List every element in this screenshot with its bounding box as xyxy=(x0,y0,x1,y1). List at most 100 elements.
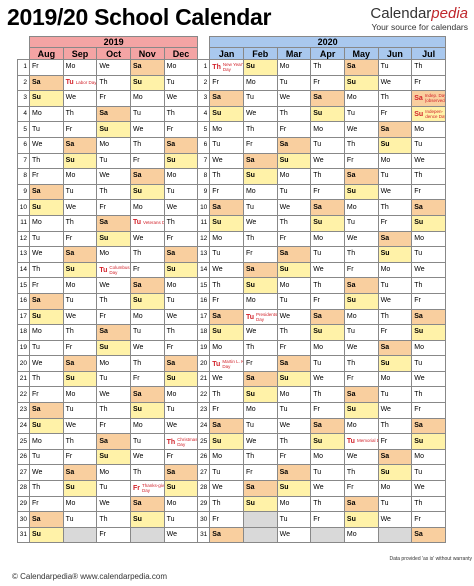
day-cell-feb-24[interactable]: Tu xyxy=(242,417,278,435)
day-cell-jan-4[interactable]: Su xyxy=(209,105,244,123)
day-cell-mar-23[interactable]: Tu xyxy=(276,402,312,419)
day-cell-sep-23[interactable]: Tu xyxy=(62,402,98,419)
day-cell-mar-9[interactable]: Tu xyxy=(276,183,312,201)
day-cell-jul-4[interactable]: Su Indepen-dence Day xyxy=(411,105,446,123)
day-cell-may-16[interactable]: Su xyxy=(343,292,379,310)
day-cell-nov-22[interactable]: Sa xyxy=(129,386,165,404)
day-cell-jun-10[interactable]: Th xyxy=(377,199,413,216)
day-cell-may-2[interactable]: Su xyxy=(343,74,379,92)
day-cell-mar-8[interactable]: Mo xyxy=(276,168,312,185)
day-cell-apr-17[interactable]: Sa xyxy=(310,308,345,326)
day-cell-oct-9[interactable]: Th xyxy=(96,183,131,201)
day-cell-dec-18[interactable]: Th xyxy=(163,324,199,341)
day-cell-apr-10[interactable]: Sa xyxy=(310,199,345,216)
day-cell-dec-4[interactable]: Th xyxy=(163,105,199,123)
day-cell-mar-2[interactable]: Tu xyxy=(276,74,312,92)
day-cell-aug-11[interactable]: Mo xyxy=(29,214,64,232)
day-cell-aug-6[interactable]: We xyxy=(29,136,64,154)
day-cell-jul-3[interactable]: Sa Indep. Day (observed) xyxy=(411,90,446,107)
day-cell-sep-27[interactable]: Sa xyxy=(62,464,98,482)
day-cell-sep-18[interactable]: Th xyxy=(62,324,98,341)
day-cell-sep-20[interactable]: Sa xyxy=(62,355,98,372)
day-cell-aug-26[interactable]: Tu xyxy=(29,448,64,466)
day-cell-may-21[interactable]: Fr xyxy=(343,370,379,388)
day-cell-nov-27[interactable]: Th xyxy=(129,464,165,482)
day-cell-sep-7[interactable]: Su xyxy=(62,152,98,170)
day-cell-jun-30[interactable]: We xyxy=(377,511,413,528)
day-cell-mar-26[interactable]: Fr xyxy=(276,448,312,466)
day-cell-jul-29[interactable]: Th xyxy=(411,495,446,513)
day-cell-mar-19[interactable]: Fr xyxy=(276,339,312,357)
day-cell-jan-10[interactable]: Sa xyxy=(209,199,244,216)
day-cell-dec-2[interactable]: Tu xyxy=(163,74,199,92)
day-cell-aug-13[interactable]: We xyxy=(29,246,64,263)
day-cell-jul-6[interactable]: Tu xyxy=(411,136,446,154)
day-cell-jan-2[interactable]: Fr xyxy=(209,74,244,92)
day-cell-apr-15[interactable]: Th xyxy=(310,277,345,294)
day-cell-jun-27[interactable]: Su xyxy=(377,464,413,482)
day-cell-mar-22[interactable]: Mo xyxy=(276,386,312,404)
day-cell-mar-5[interactable]: Fr xyxy=(276,121,312,138)
day-cell-aug-17[interactable]: Su xyxy=(29,308,64,326)
day-cell-sep-13[interactable]: Sa xyxy=(62,246,98,263)
day-cell-apr-28[interactable]: We xyxy=(310,480,345,497)
day-cell-jun-21[interactable]: Mo xyxy=(377,370,413,388)
day-cell-may-8[interactable]: Sa xyxy=(343,168,379,185)
day-cell-sep-25[interactable]: Th xyxy=(62,433,98,450)
day-cell-feb-2[interactable]: Mo xyxy=(242,74,278,92)
day-cell-sep-24[interactable]: We xyxy=(62,417,98,435)
day-cell-jul-26[interactable]: Mo xyxy=(411,448,446,466)
day-cell-jun-14[interactable]: Mo xyxy=(377,261,413,279)
day-cell-mar-14[interactable]: Su xyxy=(276,261,312,279)
day-cell-jul-14[interactable]: We xyxy=(411,261,446,279)
day-cell-oct-14[interactable]: Tu Columbus Day xyxy=(96,261,131,279)
day-cell-oct-1[interactable]: We xyxy=(96,59,131,76)
day-cell-nov-12[interactable]: We xyxy=(129,230,165,248)
day-cell-mar-18[interactable]: Th xyxy=(276,324,312,341)
day-cell-sep-26[interactable]: Fr xyxy=(62,448,98,466)
day-cell-jun-5[interactable]: Sa xyxy=(377,121,413,138)
day-cell-jun-6[interactable]: Su xyxy=(377,136,413,154)
day-cell-nov-29[interactable]: Sa xyxy=(129,495,165,513)
day-cell-jan-5[interactable]: Mo xyxy=(209,121,244,138)
day-cell-oct-4[interactable]: Sa xyxy=(96,105,131,123)
day-cell-feb-28[interactable]: Sa xyxy=(242,480,278,497)
day-cell-oct-13[interactable]: Mo xyxy=(96,246,131,263)
day-cell-apr-13[interactable]: Tu xyxy=(310,246,345,263)
day-cell-aug-5[interactable]: Tu xyxy=(29,121,64,138)
day-cell-jun-3[interactable]: Th xyxy=(377,90,413,107)
day-cell-apr-21[interactable]: We xyxy=(310,370,345,388)
day-cell-nov-19[interactable]: We xyxy=(129,339,165,357)
day-cell-oct-17[interactable]: Fr xyxy=(96,308,131,326)
day-cell-mar-21[interactable]: Su xyxy=(276,370,312,388)
day-cell-jan-6[interactable]: Tu xyxy=(209,136,244,154)
day-cell-nov-15[interactable]: Sa xyxy=(129,277,165,294)
day-cell-jul-22[interactable]: Th xyxy=(411,386,446,404)
day-cell-may-24[interactable]: Mo xyxy=(343,417,379,435)
day-cell-jun-7[interactable]: Mo xyxy=(377,152,413,170)
day-cell-sep-12[interactable]: Fr xyxy=(62,230,98,248)
day-cell-jun-23[interactable]: We xyxy=(377,402,413,419)
day-cell-nov-14[interactable]: Fr xyxy=(129,261,165,279)
day-cell-feb-9[interactable]: Mo xyxy=(242,183,278,201)
day-cell-oct-21[interactable]: Tu xyxy=(96,370,131,388)
day-cell-may-23[interactable]: Su xyxy=(343,402,379,419)
day-cell-jul-31[interactable]: Sa xyxy=(411,526,446,544)
day-cell-nov-25[interactable]: Tu xyxy=(129,433,165,450)
day-cell-dec-22[interactable]: Mo xyxy=(163,386,199,404)
day-cell-mar-15[interactable]: Mo xyxy=(276,277,312,294)
day-cell-feb-1[interactable]: Su xyxy=(242,59,278,76)
day-cell-jul-10[interactable]: Sa xyxy=(411,199,446,216)
day-cell-mar-6[interactable]: Sa xyxy=(276,136,312,154)
day-cell-nov-18[interactable]: Tu xyxy=(129,324,165,341)
day-cell-oct-10[interactable]: Fr xyxy=(96,199,131,216)
day-cell-dec-5[interactable]: Fr xyxy=(163,121,199,138)
day-cell-nov-26[interactable]: We xyxy=(129,448,165,466)
day-cell-oct-12[interactable]: Su xyxy=(96,230,131,248)
day-cell-dec-14[interactable]: Su xyxy=(163,261,199,279)
day-cell-jun-11[interactable]: Fr xyxy=(377,214,413,232)
day-cell-jul-11[interactable]: Su xyxy=(411,214,446,232)
day-cell-feb-11[interactable]: We xyxy=(242,214,278,232)
day-cell-apr-20[interactable]: Tu xyxy=(310,355,345,372)
